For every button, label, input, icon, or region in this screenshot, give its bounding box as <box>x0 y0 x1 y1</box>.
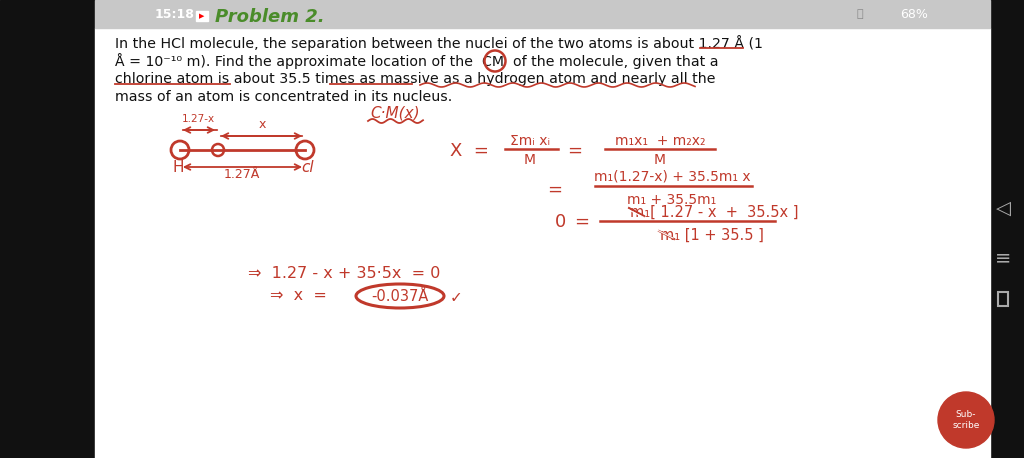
Text: m₁ + 35.5m₁: m₁ + 35.5m₁ <box>628 193 717 207</box>
Text: 1.27-x: 1.27-x <box>181 114 215 124</box>
Text: x: x <box>258 118 265 131</box>
Bar <box>95 0 990 28</box>
Text: X  =: X = <box>450 142 488 160</box>
Bar <box>196 11 208 21</box>
Text: mass of an atom is concentrated in its nucleus.: mass of an atom is concentrated in its n… <box>115 90 453 104</box>
Text: =: = <box>567 142 583 160</box>
Text: 0: 0 <box>554 213 565 231</box>
Text: =: = <box>574 213 590 231</box>
Text: ◁: ◁ <box>995 198 1011 218</box>
Text: H: H <box>172 160 183 175</box>
Text: m₁x₁  + m₂x₂: m₁x₁ + m₂x₂ <box>614 134 706 148</box>
Bar <box>95 28 990 458</box>
Text: 🔔: 🔔 <box>857 9 863 19</box>
Text: Problem 2.: Problem 2. <box>215 8 325 26</box>
Text: C·M(x): C·M(x) <box>371 105 420 120</box>
Circle shape <box>938 392 994 448</box>
Text: m₁[ 1.27 - x  +  35.5x ]: m₁[ 1.27 - x + 35.5x ] <box>630 205 799 219</box>
Text: ≡: ≡ <box>994 249 1011 267</box>
Text: In the HCl molecule, the separation between the nuclei of the two atoms is about: In the HCl molecule, the separation betw… <box>115 35 763 51</box>
Text: ✓: ✓ <box>450 290 463 305</box>
Text: =: = <box>548 181 562 199</box>
Text: chlorine atom is about 35.5 times as massive as a hydrogen atom and nearly all t: chlorine atom is about 35.5 times as mas… <box>115 72 716 86</box>
Text: 1.27Å: 1.27Å <box>224 169 260 181</box>
Text: m₁ [1 + 35.5 ]: m₁ [1 + 35.5 ] <box>660 228 764 242</box>
Text: M: M <box>654 153 666 167</box>
Text: 68%: 68% <box>900 7 928 21</box>
Text: Σmᵢ xᵢ: Σmᵢ xᵢ <box>510 134 550 148</box>
Text: Å = 10⁻¹⁰ m). Find the approximate location of the  CM  of the molecule, given t: Å = 10⁻¹⁰ m). Find the approximate locat… <box>115 53 719 69</box>
Text: -0.037Å: -0.037Å <box>372 289 429 304</box>
Text: m₁(1.27-x) + 35.5m₁ x: m₁(1.27-x) + 35.5m₁ x <box>594 170 751 184</box>
Text: M: M <box>524 153 536 167</box>
Text: ▶: ▶ <box>200 13 205 19</box>
Text: 15:18: 15:18 <box>155 7 195 21</box>
Bar <box>990 0 1024 458</box>
Text: Sub-
scribe: Sub- scribe <box>952 409 980 431</box>
Text: ⇒  1.27 - x + 35·5x  = 0: ⇒ 1.27 - x + 35·5x = 0 <box>248 266 440 280</box>
Text: cl: cl <box>302 160 314 175</box>
Text: ⇒  x  =: ⇒ x = <box>270 289 327 304</box>
Bar <box>0 0 95 458</box>
